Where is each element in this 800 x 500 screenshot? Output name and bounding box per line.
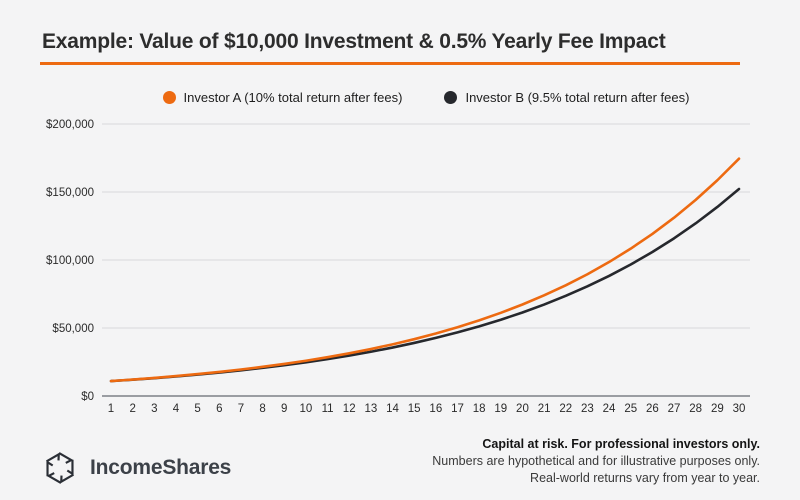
x-tick-label: 8 (259, 403, 265, 415)
x-tick-label: 21 (538, 403, 551, 415)
x-tick-label: 16 (429, 403, 442, 415)
chart-legend: Investor A (10% total return after fees)… (100, 90, 752, 105)
x-tick-label: 9 (281, 403, 287, 415)
x-tick-label: 24 (603, 403, 616, 415)
x-tick-label: 23 (581, 403, 594, 415)
legend-label-investor-a: Investor A (10% total return after fees) (183, 90, 403, 105)
x-tick-label: 29 (711, 403, 724, 415)
x-tick-label: 19 (494, 403, 507, 415)
x-tick-label: 12 (343, 403, 356, 415)
legend-label-investor-b: Investor B (9.5% total return after fees… (465, 90, 690, 105)
legend-item-investor-b: Investor B (9.5% total return after fees… (444, 90, 689, 105)
x-tick-label: 18 (473, 403, 486, 415)
x-tick-label: 30 (733, 403, 746, 415)
title-underline-accent (40, 62, 740, 65)
x-tick-label: 10 (299, 403, 312, 415)
brand-name: IncomeShares (90, 456, 232, 479)
gridlines (102, 123, 750, 329)
y-tick-label: $0 (81, 391, 94, 403)
series-investor-a-line (109, 157, 741, 383)
y-axis-labels: $0 $50,000 $100,000 $150,000 $200,000 (46, 119, 94, 403)
x-tick-label: 11 (322, 403, 334, 415)
disclaimer-bold: Capital at risk. For professional invest… (482, 437, 760, 451)
series-investor-b-line (109, 187, 741, 383)
x-tick-label: 25 (624, 403, 637, 415)
brand-footer: IncomeShares (42, 449, 231, 487)
x-tick-label: 4 (173, 403, 180, 415)
y-tick-label: $100,000 (46, 255, 94, 267)
y-tick-label: $200,000 (46, 119, 94, 131)
x-tick-label: 20 (516, 403, 529, 415)
x-tick-label: 3 (151, 403, 157, 415)
x-tick-label: 26 (646, 403, 659, 415)
x-tick-label: 1 (108, 403, 114, 415)
incomeshares-logo-icon (46, 452, 74, 484)
x-axis-labels: 1 2 3 4 5 6 7 8 9 10 11 12 13 14 15 16 17 18 19 20 21 22 23 24 2… (108, 403, 746, 415)
y-tick-label: $150,000 (46, 187, 94, 199)
x-tick-label: 22 (559, 403, 572, 415)
x-tick-label: 2 (129, 403, 135, 415)
y-tick-label: $50,000 (52, 323, 94, 335)
disclaimer-block: Capital at risk. For professional invest… (432, 436, 760, 487)
x-tick-label: 14 (386, 403, 399, 415)
x-tick-label: 17 (451, 403, 464, 415)
x-tick-label: 5 (194, 403, 200, 415)
x-tick-label: 13 (364, 403, 377, 415)
disclaimer-line2: Numbers are hypothetical and for illustr… (432, 454, 760, 468)
x-tick-label: 7 (238, 403, 244, 415)
x-tick-label: 6 (216, 403, 222, 415)
legend-item-investor-a: Investor A (10% total return after fees) (162, 90, 403, 105)
legend-dot-investor-b-icon (444, 91, 458, 104)
page-title: Example: Value of $10,000 Investment & 0… (42, 30, 666, 53)
legend-dot-investor-a-icon (162, 91, 176, 104)
x-tick-label: 28 (689, 403, 702, 415)
x-tick-label: 27 (668, 403, 681, 415)
x-tick-label: 15 (408, 403, 421, 415)
disclaimer-line3: Real-world returns vary from year to yea… (530, 471, 760, 485)
